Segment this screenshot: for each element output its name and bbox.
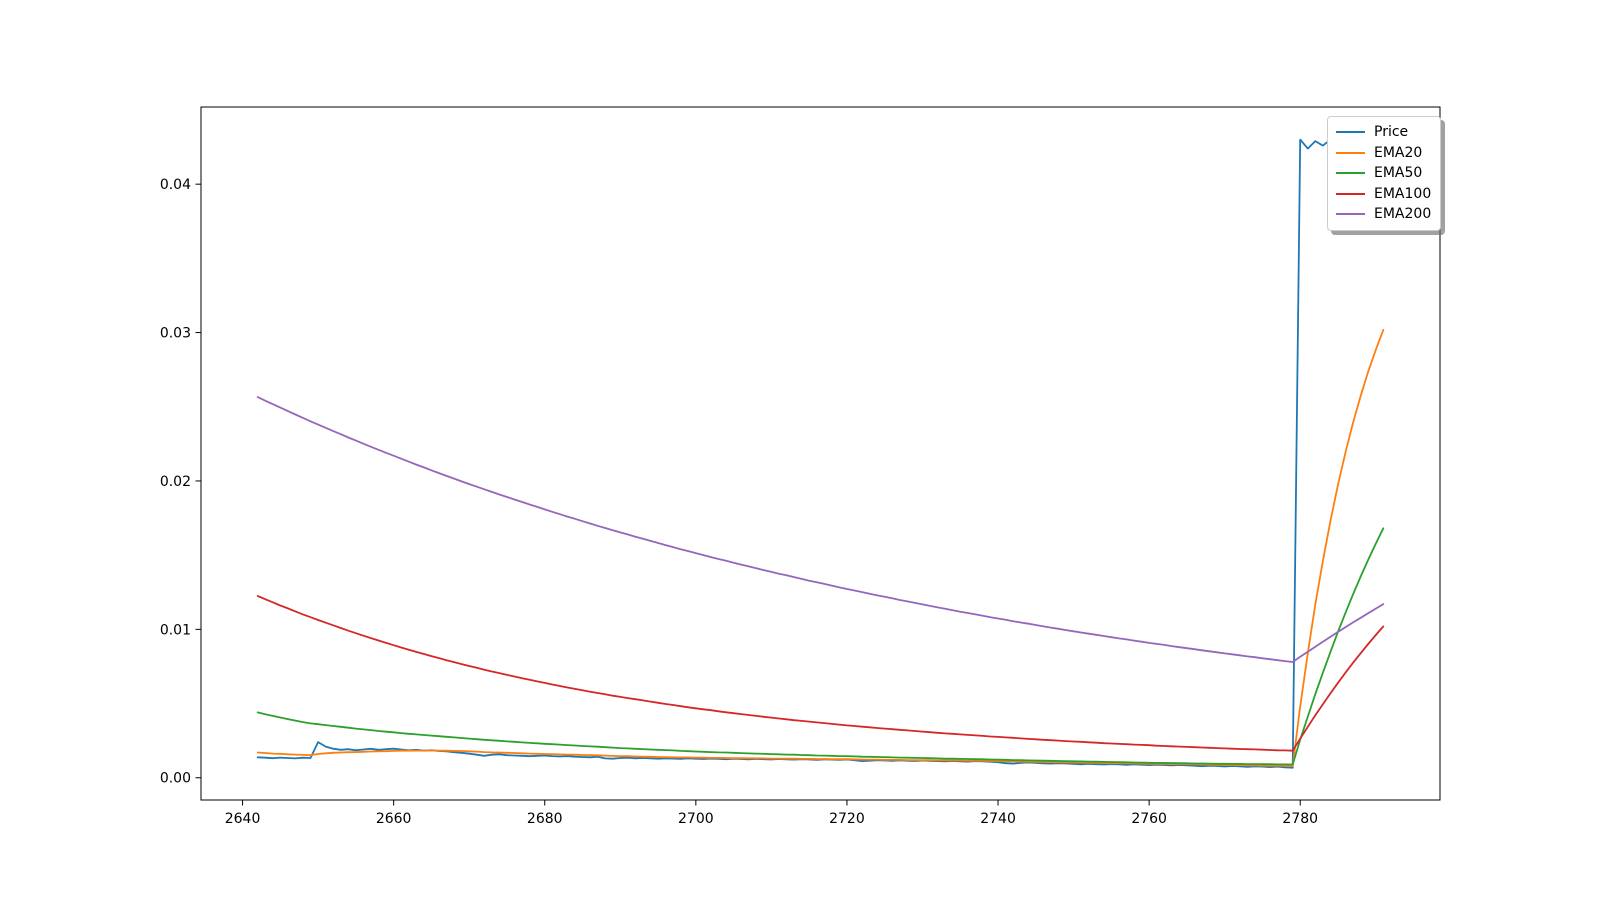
y-tick-label: 0.02 bbox=[160, 474, 191, 490]
series-line-ema100 bbox=[256, 595, 1385, 752]
legend-label: EMA50 bbox=[1374, 165, 1423, 182]
legend-item-ema20: EMA20 bbox=[1336, 143, 1431, 164]
legend-item-price: Price bbox=[1336, 122, 1431, 143]
series-line-ema200 bbox=[256, 396, 1385, 663]
series-lines bbox=[256, 138, 1385, 769]
x-tick-label: 2780 bbox=[1282, 811, 1318, 827]
y-tick-label: 0.00 bbox=[160, 771, 191, 787]
plot-spines bbox=[200, 106, 1441, 801]
legend-line-swatch bbox=[1336, 213, 1365, 216]
series-line-ema50 bbox=[256, 527, 1385, 766]
x-tick-label: 2640 bbox=[225, 811, 261, 827]
legend-line-swatch bbox=[1336, 151, 1365, 154]
legend-label: EMA100 bbox=[1374, 185, 1432, 202]
x-tick-label: 2720 bbox=[829, 811, 865, 827]
x-tick-label: 2760 bbox=[1131, 811, 1167, 827]
legend-line-swatch bbox=[1336, 192, 1365, 195]
x-tick-label: 2680 bbox=[527, 811, 563, 827]
axes: 2640 2660 2680 2700 2720 2740 2760 2780 0.00 0.01… bbox=[160, 177, 1318, 827]
plot-border bbox=[200, 106, 1441, 801]
y-tick-label: 0.03 bbox=[160, 326, 191, 342]
x-tick-label: 2740 bbox=[980, 811, 1016, 827]
series-line-price bbox=[256, 138, 1385, 769]
y-tick-label: 0.04 bbox=[160, 177, 191, 193]
legend-item-ema100: EMA100 bbox=[1336, 184, 1431, 205]
y-tick-label: 0.01 bbox=[160, 622, 191, 638]
legend: Price EMA20 EMA50 EMA100 EMA200 bbox=[1327, 116, 1442, 231]
legend-line-swatch bbox=[1336, 131, 1365, 134]
legend-label: EMA20 bbox=[1374, 144, 1423, 161]
x-tick-label: 2700 bbox=[678, 811, 714, 827]
legend-line-swatch bbox=[1336, 172, 1365, 175]
legend-label: Price bbox=[1374, 124, 1409, 141]
legend-item-ema200: EMA200 bbox=[1336, 204, 1431, 225]
legend-label: EMA200 bbox=[1374, 206, 1432, 223]
series-line-ema20 bbox=[256, 328, 1385, 767]
legend-item-ema50: EMA50 bbox=[1336, 163, 1431, 184]
x-tick-label: 2660 bbox=[376, 811, 412, 827]
